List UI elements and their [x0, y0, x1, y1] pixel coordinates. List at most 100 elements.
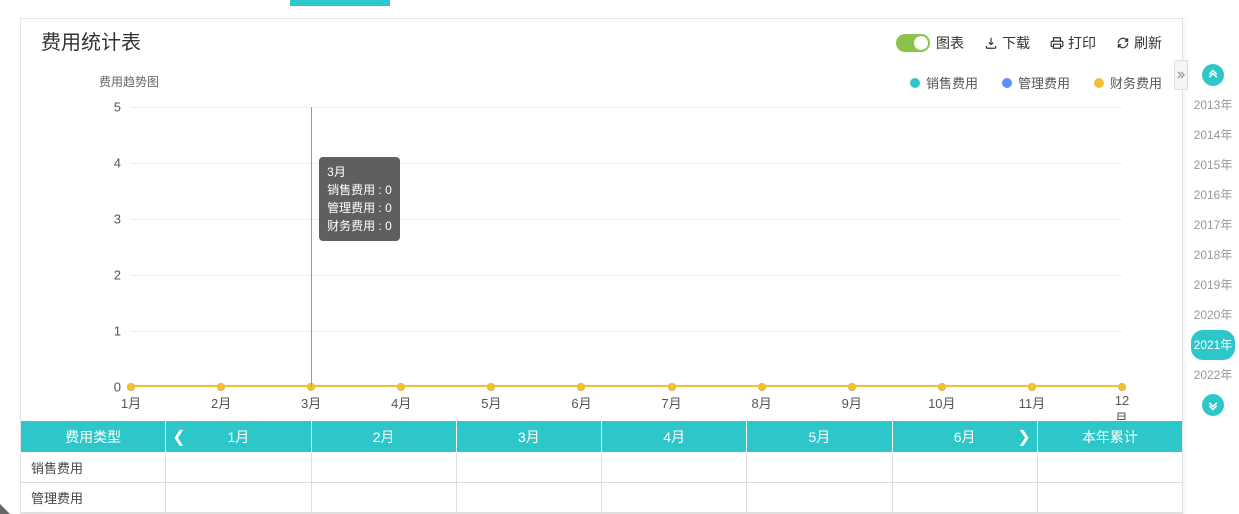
month-prev-button[interactable]: ❮ [172, 427, 185, 447]
th-year-total: 本年累计 [1037, 421, 1182, 453]
row-cell [892, 453, 1037, 483]
legend-item[interactable]: 财务费用 [1094, 73, 1162, 92]
download-label: 下载 [1002, 19, 1030, 67]
row-cell [311, 453, 456, 483]
year-option[interactable]: 2021年 [1191, 330, 1235, 360]
series-marker [1118, 383, 1126, 391]
series-marker [758, 383, 766, 391]
th-label: 1月 [227, 429, 249, 445]
gridline [131, 163, 1122, 164]
year-option[interactable]: 2020年 [1191, 300, 1235, 330]
top-accent-bar [290, 0, 390, 6]
gridline [131, 331, 1122, 332]
series-marker [668, 383, 676, 391]
row-cell [166, 453, 311, 483]
chart-toggle-wrap: 图表 [896, 19, 964, 67]
y-axis-label: 2 [114, 268, 131, 283]
chevron-up-double-icon [1207, 69, 1219, 81]
chart-tooltip: 3月销售费用 : 0管理费用 : 0财务费用 : 0 [319, 157, 400, 241]
year-option[interactable]: 2013年 [1191, 90, 1235, 120]
th-month: ❯ 6月 [892, 421, 1037, 453]
th-label: 本年累计 [1082, 429, 1138, 445]
x-axis-label: 2月 [211, 393, 231, 412]
chart-subtitle: 费用趋势图 [99, 73, 159, 90]
y-axis-label: 5 [114, 100, 131, 115]
print-button[interactable]: 打印 [1050, 19, 1096, 67]
th-month: 4月 [602, 421, 747, 453]
th-label: 3月 [518, 429, 540, 445]
x-axis-label: 4月 [391, 393, 411, 412]
print-label: 打印 [1068, 19, 1096, 67]
page-root: 费用统计表 图表 下载 打印 刷新 [0, 0, 1239, 514]
year-option[interactable]: 2015年 [1191, 150, 1235, 180]
chart-toggle[interactable] [896, 34, 930, 52]
year-list: 2013年2014年2015年2016年2017年2018年2019年2020年… [1191, 90, 1235, 390]
th-label: 5月 [808, 429, 830, 445]
download-button[interactable]: 下载 [984, 19, 1030, 67]
gridline [131, 107, 1122, 108]
row-cell [456, 453, 601, 483]
refresh-button[interactable]: 刷新 [1116, 19, 1162, 67]
th-month: 5月 [747, 421, 892, 453]
tooltip-line: 销售费用 : 0 [327, 181, 392, 199]
x-axis-label: 11月 [1019, 393, 1046, 412]
chart-area: 费用趋势图 销售费用 管理费用 财务费用 0123451月2月3月4月5月6月7月8… [21, 67, 1182, 427]
x-axis-label: 6月 [571, 393, 591, 412]
row-cell [1037, 453, 1182, 483]
row-cell [602, 453, 747, 483]
legend-label: 管理费用 [1018, 73, 1070, 92]
legend-item[interactable]: 管理费用 [1002, 73, 1070, 92]
year-option[interactable]: 2022年 [1191, 360, 1235, 390]
table-header-row: 费用类型 ❮ 1月 2月 3月 4月 5月 ❯ 6月 本年累计 [21, 421, 1183, 453]
series-marker [127, 383, 135, 391]
legend-dot-icon [1002, 78, 1012, 88]
x-axis-label: 3月 [301, 393, 321, 412]
table-body: 销售费用管理费用 [21, 453, 1183, 513]
y-axis-label: 1 [114, 324, 131, 339]
x-axis-label: 7月 [661, 393, 681, 412]
chevron-down-double-icon [1207, 399, 1219, 411]
print-icon [1050, 36, 1064, 50]
chart-plot[interactable]: 0123451月2月3月4月5月6月7月8月9月10月11月12月3月销售费用 … [131, 107, 1122, 387]
y-axis-label: 4 [114, 156, 131, 171]
expense-table: 费用类型 ❮ 1月 2月 3月 4月 5月 ❯ 6月 本年累计 销售费用管理费用 [20, 420, 1183, 513]
chevron-right-double-icon [1176, 70, 1186, 80]
th-expense-type: 费用类型 [21, 421, 166, 453]
legend-dot-icon [910, 78, 920, 88]
series-marker [487, 383, 495, 391]
series-line [131, 385, 1122, 387]
row-cell [892, 483, 1037, 513]
year-option[interactable]: 2016年 [1191, 180, 1235, 210]
series-marker [938, 383, 946, 391]
chart-legend: 销售费用 管理费用 财务费用 [910, 73, 1162, 92]
x-axis-label: 9月 [842, 393, 862, 412]
row-cell [311, 483, 456, 513]
year-option[interactable]: 2018年 [1191, 240, 1235, 270]
row-cell [747, 453, 892, 483]
tooltip-title: 3月 [327, 163, 392, 181]
card-header: 费用统计表 图表 下载 打印 刷新 [21, 19, 1182, 67]
month-next-button[interactable]: ❯ [1017, 427, 1030, 447]
th-label: 6月 [954, 429, 976, 445]
table-row: 销售费用 [21, 453, 1183, 483]
series-marker [577, 383, 585, 391]
th-label: 费用类型 [65, 429, 121, 445]
expense-table-wrap: 费用类型 ❮ 1月 2月 3月 4月 5月 ❯ 6月 本年累计 销售费用管理费用 [20, 420, 1183, 513]
year-option[interactable]: 2019年 [1191, 270, 1235, 300]
year-rail-up-button[interactable] [1202, 64, 1224, 86]
legend-item[interactable]: 销售费用 [910, 73, 978, 92]
x-axis-label: 10月 [928, 393, 955, 412]
refresh-icon [1116, 36, 1130, 50]
row-cell [602, 483, 747, 513]
gridline [131, 219, 1122, 220]
chart-hover-line [311, 107, 312, 387]
refresh-label: 刷新 [1134, 19, 1162, 67]
row-cell [166, 483, 311, 513]
year-rail-down-button[interactable] [1202, 394, 1224, 416]
side-collapse-tab[interactable] [1174, 60, 1188, 90]
year-option[interactable]: 2014年 [1191, 120, 1235, 150]
year-option[interactable]: 2017年 [1191, 210, 1235, 240]
th-month: 2月 [311, 421, 456, 453]
page-corner-accent [0, 504, 10, 514]
table-row: 管理费用 [21, 483, 1183, 513]
